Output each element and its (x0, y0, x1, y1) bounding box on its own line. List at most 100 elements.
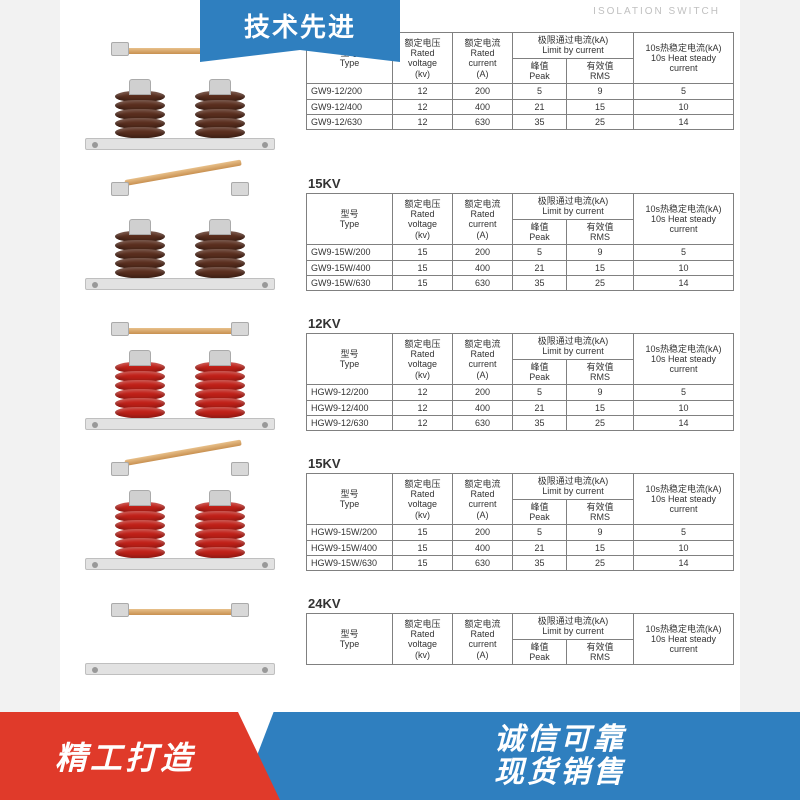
col-header: 10s热稳定电流(kA)10s Heat steadycurrent (634, 474, 734, 525)
product-image-cell (60, 448, 300, 588)
table-row: GW9-12/40012400211510 (307, 99, 734, 114)
insulator (195, 93, 245, 138)
insulator (115, 93, 165, 138)
table-cell: 15 (567, 99, 634, 114)
spec-row: 12KV 型号Type额定电压Rated voltage(kv)额定电流Rated… (60, 308, 740, 448)
table-cell: 25 (567, 115, 634, 130)
terminal (111, 42, 129, 56)
table-cell: 25 (567, 276, 634, 291)
col-header: 10s热稳定电流(kA)10s Heat steadycurrent (634, 194, 734, 245)
section-title: 12KV (308, 316, 734, 331)
col-header: 极限通过电流(kA)Limit by current (513, 614, 634, 640)
isolation-switch-illustration (75, 318, 285, 438)
col-header: 峰值Peak (513, 499, 567, 525)
col-header: 额定电流Rated current(A) (453, 614, 513, 665)
table-cell: 5 (634, 385, 734, 400)
col-header: 极限通过电流(kA)Limit by current (513, 33, 634, 59)
table-cell: 15 (567, 540, 634, 555)
spec-row: 15KV型号Type额定电压Rated voltage(kv)额定电流Rated… (60, 448, 740, 588)
table-row: GW9-12/20012200595 (307, 84, 734, 99)
table-cell: 10 (634, 400, 734, 415)
table-cell: 21 (513, 260, 567, 275)
col-header: 额定电流Rated current(A) (453, 334, 513, 385)
table-cell: 400 (453, 260, 513, 275)
spec-table: 型号Type额定电压Rated voltage(kv)额定电流Rated cur… (306, 333, 734, 431)
table-cell: 630 (453, 556, 513, 571)
terminal (231, 603, 249, 617)
col-header: 有效值RMS (567, 359, 634, 385)
col-header: 额定电压Rated voltage(kv) (393, 33, 453, 84)
table-cell: 400 (453, 400, 513, 415)
isolation-switch-illustration (75, 603, 285, 683)
table-cell: 400 (453, 99, 513, 114)
table-cell: 5 (513, 525, 567, 540)
banner-left-text: 精工打造 (55, 733, 195, 779)
isolation-switch-illustration (75, 458, 285, 578)
col-header: 极限通过电流(kA)Limit by current (513, 474, 634, 500)
table-cell: 25 (567, 556, 634, 571)
table-cell: GW9-12/400 (307, 99, 393, 114)
spec-table: 型号Type额定电压Rated voltage(kv)额定电流Rated cur… (306, 473, 734, 571)
table-cell: 9 (567, 385, 634, 400)
table-cell: GW9-15W/400 (307, 260, 393, 275)
col-header: 10s热稳定电流(kA)10s Heat steadycurrent (634, 334, 734, 385)
col-header: 10s热稳定电流(kA)10s Heat steadycurrent (634, 614, 734, 665)
section-title: 24KV (308, 596, 734, 611)
catalog-page: ISOLATION SWITCH 型号Type额定电压Rated voltage… (60, 0, 740, 800)
table-cell: 200 (453, 525, 513, 540)
col-header: 峰值Peak (513, 58, 567, 84)
table-cell: 12 (393, 84, 453, 99)
table-cell: 12 (393, 115, 453, 130)
table-cell: 200 (453, 245, 513, 260)
table-cell: HGW9-15W/200 (307, 525, 393, 540)
col-header: 极限通过电流(kA)Limit by current (513, 194, 634, 220)
table-cell: 21 (513, 400, 567, 415)
table-cell: 21 (513, 540, 567, 555)
table-cell: 10 (634, 99, 734, 114)
table-cell: 15 (393, 276, 453, 291)
spec-table-cell: 15KV型号Type额定电压Rated voltage(kv)额定电流Rated… (300, 448, 740, 588)
table-cell: 5 (634, 84, 734, 99)
col-header: 额定电压Rated voltage(kv) (393, 474, 453, 525)
table-cell: 630 (453, 276, 513, 291)
table-row: HGW9-12/63012630352514 (307, 416, 734, 431)
table-cell: 12 (393, 99, 453, 114)
table-cell: 15 (393, 525, 453, 540)
product-image-cell (60, 588, 300, 698)
insulator (115, 364, 165, 418)
terminal (111, 322, 129, 336)
col-header: 有效值RMS (567, 219, 634, 245)
table-cell: 400 (453, 540, 513, 555)
table-cell: GW9-12/200 (307, 84, 393, 99)
col-header: 有效值RMS (567, 499, 634, 525)
table-cell: 35 (513, 416, 567, 431)
table-cell: 35 (513, 556, 567, 571)
col-header: 型号Type (307, 194, 393, 245)
section-title: 15KV (308, 176, 734, 191)
table-cell: 15 (567, 400, 634, 415)
base-plate (85, 558, 275, 570)
spec-table-cell: 12KV 型号Type额定电压Rated voltage(kv)额定电流Rated… (300, 308, 740, 448)
table-cell: 10 (634, 540, 734, 555)
base-plate (85, 418, 275, 430)
col-header: 极限通过电流(kA)Limit by current (513, 334, 634, 360)
table-cell: 630 (453, 416, 513, 431)
table-cell: 5 (513, 84, 567, 99)
table-cell: HGW9-12/630 (307, 416, 393, 431)
terminal (111, 182, 129, 196)
table-cell: HGW9-12/200 (307, 385, 393, 400)
base-plate (85, 663, 275, 675)
table-cell: 15 (567, 260, 634, 275)
base-plate (85, 278, 275, 290)
insulator (115, 504, 165, 558)
switch-blade (123, 328, 237, 334)
table-cell: 12 (393, 400, 453, 415)
table-cell: 14 (634, 276, 734, 291)
table-cell: 15 (393, 540, 453, 555)
col-header: 额定电流Rated current(A) (453, 33, 513, 84)
table-cell: 15 (393, 260, 453, 275)
insulator (195, 233, 245, 278)
table-cell: 9 (567, 245, 634, 260)
spec-table-cell: 24KV型号Type额定电压Rated voltage(kv)额定电流Rated… (300, 588, 740, 698)
table-cell: HGW9-12/400 (307, 400, 393, 415)
